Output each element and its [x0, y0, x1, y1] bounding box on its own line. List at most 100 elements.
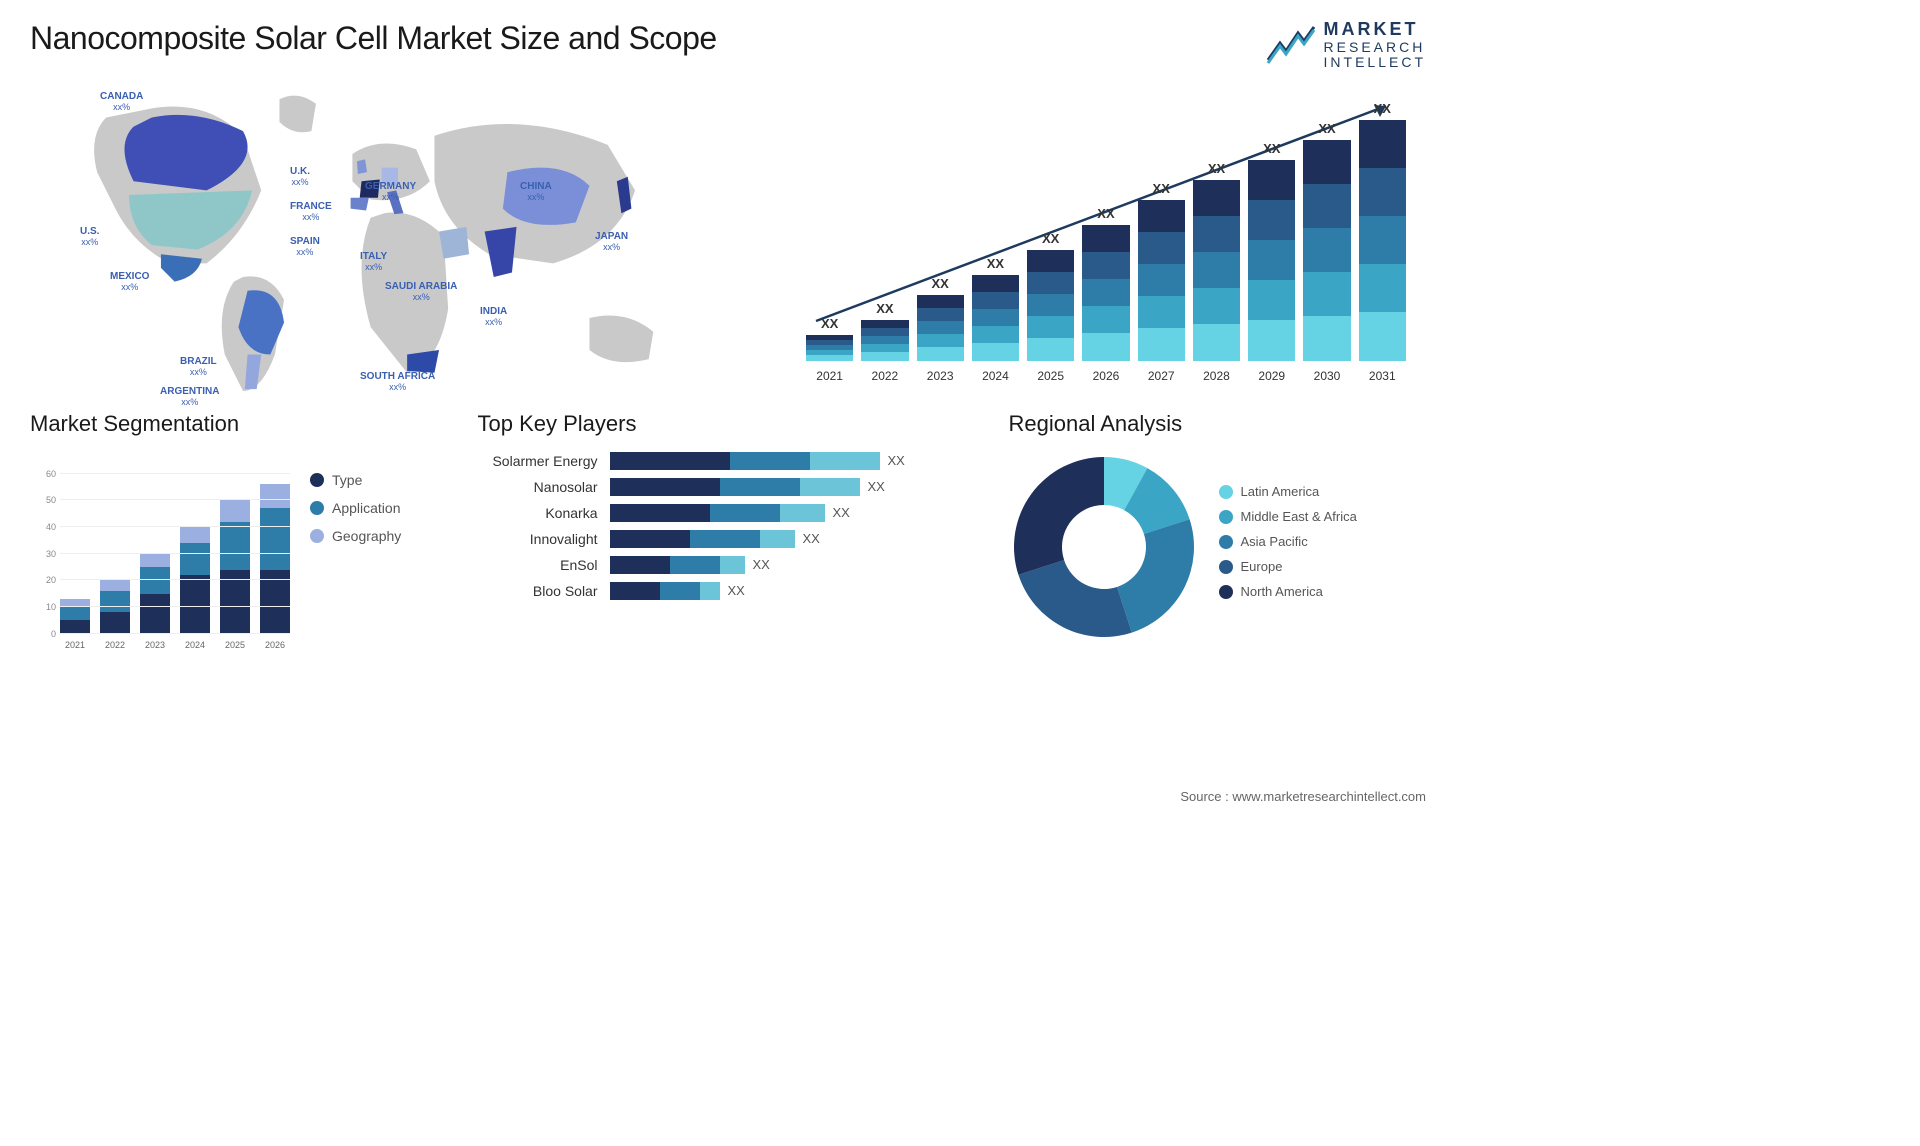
seg-year-label: 2024 [185, 640, 205, 650]
player-row: EnSolXX [478, 556, 979, 574]
country-label: JAPANxx% [595, 231, 628, 253]
legend-item: Application [310, 500, 401, 516]
player-row: Konarka XX [478, 504, 979, 522]
world-map-svg [30, 81, 766, 391]
legend-item: Europe [1219, 559, 1357, 574]
player-bar [610, 504, 825, 522]
seg-bar: 2024 [180, 527, 210, 634]
page-title: Nanocomposite Solar Cell Market Size and… [30, 20, 717, 57]
growth-year-label: 2026 [1093, 369, 1120, 383]
player-value: XX [833, 505, 850, 520]
seg-bar: 2021 [60, 599, 90, 634]
growth-bar: XX2031 [1359, 101, 1406, 361]
country-label: CANADAxx% [100, 91, 143, 113]
seg-bar: 2026 [260, 484, 290, 633]
growth-year-label: 2029 [1258, 369, 1285, 383]
regional-title: Regional Analysis [1009, 411, 1427, 437]
seg-year-label: 2023 [145, 640, 165, 650]
donut-slice [1014, 457, 1104, 575]
player-row: Innovalight XX [478, 530, 979, 548]
seg-year-label: 2022 [105, 640, 125, 650]
brand-logo: MARKET RESEARCH INTELLECT [1266, 20, 1426, 71]
seg-axis-tick: 50 [46, 495, 56, 505]
country-mexico [161, 254, 202, 281]
country-label: GERMANYxx% [365, 181, 416, 203]
growth-bar-value: XX [987, 256, 1004, 271]
segmentation-panel: Market Segmentation 0102030405060 202120… [30, 411, 448, 652]
country-label: INDIAxx% [480, 306, 507, 328]
legend-item: Asia Pacific [1219, 534, 1357, 549]
seg-bar: 2022 [100, 580, 130, 633]
regional-donut-chart [1009, 452, 1199, 642]
players-panel: Top Key Players Solarmer EnergyXXNanosol… [478, 411, 979, 652]
player-name: Konarka [478, 505, 598, 521]
player-name: Nanosolar [478, 479, 598, 495]
player-value: XX [728, 583, 745, 598]
growth-bar: XX2022 [861, 301, 908, 361]
growth-year-label: 2023 [927, 369, 954, 383]
segmentation-title: Market Segmentation [30, 411, 448, 437]
country-saudi [439, 226, 469, 258]
seg-axis-tick: 10 [46, 602, 56, 612]
growth-bar: XX2024 [972, 256, 1019, 361]
growth-year-label: 2025 [1037, 369, 1064, 383]
growth-bar-value: XX [1042, 231, 1059, 246]
player-value: XX [803, 531, 820, 546]
footer-source: Source : www.marketresearchintellect.com [1180, 789, 1426, 804]
regional-legend: Latin AmericaMiddle East & AfricaAsia Pa… [1219, 484, 1357, 609]
country-label: SPAINxx% [290, 236, 320, 258]
seg-axis-tick: 60 [46, 469, 56, 479]
growth-bar: XX2028 [1193, 161, 1240, 361]
player-bar [610, 556, 745, 574]
country-label: SAUDI ARABIAxx% [385, 281, 457, 303]
growth-year-label: 2027 [1148, 369, 1175, 383]
growth-year-label: 2028 [1203, 369, 1230, 383]
growth-bar: XX2027 [1138, 181, 1185, 361]
seg-axis-tick: 40 [46, 522, 56, 532]
growth-bar: XX2029 [1248, 141, 1295, 361]
growth-year-label: 2024 [982, 369, 1009, 383]
legend-item: Type [310, 472, 401, 488]
growth-bar-value: XX [1097, 206, 1114, 221]
growth-bar-value: XX [1263, 141, 1280, 156]
growth-bar: XX2026 [1082, 206, 1129, 361]
country-label: ITALYxx% [360, 251, 387, 273]
growth-bar: XX2023 [917, 276, 964, 361]
growth-bar-value: XX [931, 276, 948, 291]
growth-bar-value: XX [1208, 161, 1225, 176]
player-bar [610, 452, 880, 470]
country-label: MEXICOxx% [110, 271, 149, 293]
logo-text-1: MARKET [1324, 20, 1426, 40]
seg-axis-tick: 20 [46, 575, 56, 585]
growth-year-label: 2021 [816, 369, 843, 383]
player-name: Innovalight [478, 531, 598, 547]
seg-year-label: 2026 [265, 640, 285, 650]
growth-bar: XX2021 [806, 316, 853, 361]
legend-item: Middle East & Africa [1219, 509, 1357, 524]
seg-bar: 2025 [220, 500, 250, 633]
player-bar [610, 530, 795, 548]
player-value: XX [888, 453, 905, 468]
country-label: BRAZILxx% [180, 356, 217, 378]
logo-text-2: RESEARCH [1324, 40, 1426, 55]
player-name: EnSol [478, 557, 598, 573]
country-argentina [245, 354, 261, 389]
growth-year-label: 2030 [1314, 369, 1341, 383]
player-name: Solarmer Energy [478, 453, 598, 469]
growth-bar-value: XX [821, 316, 838, 331]
growth-chart: XX2021XX2022XX2023XX2024XX2025XX2026XX20… [786, 81, 1426, 391]
seg-year-label: 2021 [65, 640, 85, 650]
seg-axis-tick: 30 [46, 549, 56, 559]
country-label: U.S.xx% [80, 226, 99, 248]
segmentation-legend: Type Application Geography [310, 452, 401, 652]
player-name: Bloo Solar [478, 583, 598, 599]
seg-bar: 2023 [140, 554, 170, 634]
growth-year-label: 2022 [872, 369, 899, 383]
legend-item: North America [1219, 584, 1357, 599]
logo-mark-icon [1266, 25, 1316, 65]
growth-bar-value: XX [876, 301, 893, 316]
legend-item: Geography [310, 528, 401, 544]
logo-text-3: INTELLECT [1324, 55, 1426, 70]
country-label: ARGENTINAxx% [160, 386, 219, 408]
regional-panel: Regional Analysis Latin AmericaMiddle Ea… [1009, 411, 1427, 652]
